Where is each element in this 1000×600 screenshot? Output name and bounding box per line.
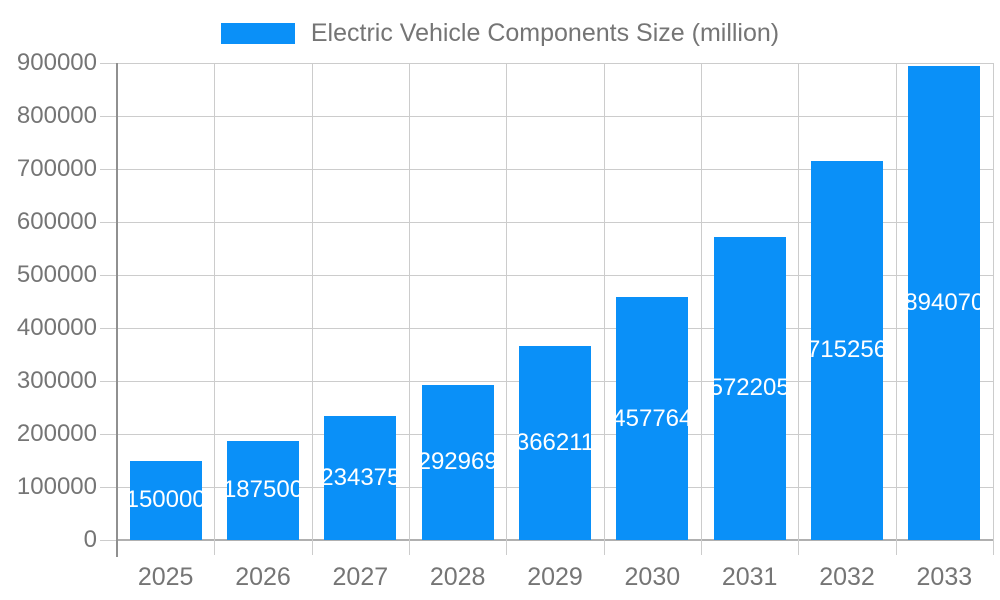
bar-value-label: 150000 (129, 486, 202, 514)
y-axis-label: 700000 (16, 155, 97, 182)
gridline-horizontal (117, 116, 993, 117)
x-axis-label: 2026 (235, 563, 291, 591)
y-axis-line (116, 63, 118, 557)
y-axis-tick (100, 275, 117, 276)
y-axis-tick (100, 381, 117, 382)
gridline-horizontal (117, 328, 993, 329)
y-axis-label: 200000 (16, 420, 97, 447)
x-axis-label: 2029 (527, 563, 583, 591)
bar: 150000 (129, 460, 202, 540)
bar: 572205 (713, 236, 786, 540)
x-axis-label: 2033 (916, 563, 973, 591)
bar-value-label: 292969 (421, 448, 494, 476)
x-axis-label: 2030 (624, 563, 681, 591)
y-axis-label: 900000 (16, 49, 97, 76)
y-axis-tick (100, 540, 117, 541)
gridline-horizontal (117, 63, 993, 64)
x-axis-label: 2027 (332, 563, 389, 591)
x-axis-label: 2028 (429, 563, 486, 591)
bar-value-label: 572205 (713, 374, 786, 402)
bar-value-label: 894070 (908, 289, 981, 317)
y-axis-tick (100, 434, 117, 435)
y-axis-label: 800000 (16, 102, 97, 129)
gridline-vertical (409, 63, 410, 555)
bar: 715256 (811, 160, 883, 540)
gridline-vertical (214, 63, 216, 555)
y-axis-tick (100, 328, 117, 329)
gridline-vertical (895, 63, 897, 555)
bar-value-label: 457764 (616, 404, 689, 432)
gridline-horizontal (117, 222, 993, 223)
y-axis-tick (100, 116, 117, 117)
x-axis-label: 2032 (819, 563, 875, 591)
legend: Electric Vehicle Components Size (millio… (0, 19, 1000, 47)
bar: 894070 (908, 66, 981, 540)
x-axis-label: 2031 (721, 563, 778, 591)
bar-value-label: 366211 (519, 428, 591, 456)
bar: 457764 (616, 297, 689, 540)
y-axis-label: 500000 (16, 261, 97, 288)
gridline-vertical (993, 63, 994, 555)
bar: 234375 (324, 415, 397, 540)
y-axis-label: 600000 (16, 208, 97, 235)
legend-label: Electric Vehicle Components Size (millio… (310, 18, 780, 47)
y-axis-label: 400000 (16, 314, 97, 341)
y-axis-tick (100, 222, 117, 223)
x-axis-baseline (117, 539, 993, 541)
x-axis-label: 2025 (137, 563, 194, 591)
gridline-horizontal (117, 275, 993, 276)
bar: 187500 (227, 440, 299, 540)
y-axis-label: 0 (83, 526, 97, 553)
y-axis-label: 100000 (16, 473, 97, 500)
y-axis-tick (100, 169, 117, 170)
gridline-vertical (603, 63, 605, 555)
bar: 292969 (421, 384, 494, 540)
gridline-vertical (798, 63, 800, 555)
gridline-horizontal (117, 169, 993, 170)
bar-value-label: 187500 (227, 476, 299, 504)
y-axis-tick (100, 63, 117, 64)
gridline-vertical (506, 63, 508, 555)
y-axis-label: 300000 (16, 367, 97, 394)
gridline-vertical (311, 63, 313, 555)
gridline-vertical (701, 63, 702, 555)
bar-value-label: 234375 (324, 463, 397, 491)
legend-swatch (220, 22, 295, 44)
bar-value-label: 715256 (811, 336, 883, 364)
bar: 366211 (519, 345, 591, 540)
y-axis-tick (100, 487, 117, 488)
